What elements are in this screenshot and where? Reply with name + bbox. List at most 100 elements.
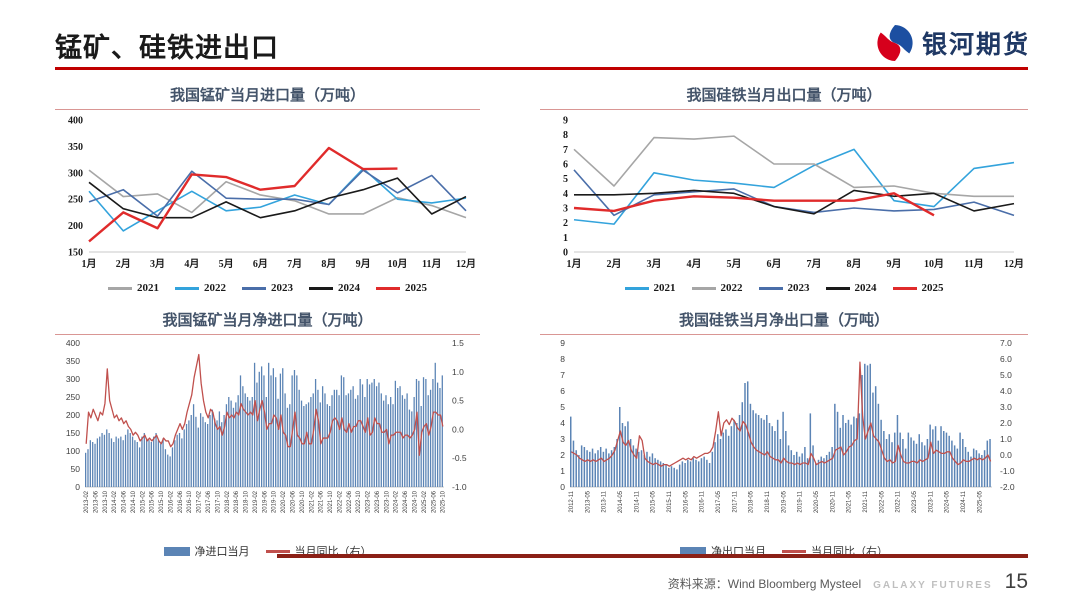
series-line-2022 <box>88 167 467 232</box>
series-line-2025 <box>88 146 398 243</box>
svg-text:2015-02: 2015-02 <box>140 490 146 513</box>
svg-text:2023-05: 2023-05 <box>912 490 918 513</box>
svg-text:2018-10: 2018-10 <box>244 490 250 513</box>
svg-text:50: 50 <box>71 464 81 474</box>
svg-text:2022-02: 2022-02 <box>337 490 343 513</box>
svg-text:300: 300 <box>68 168 83 179</box>
galaxy-logo-text: 银河期货 <box>921 31 1030 59</box>
footer: 资料来源：Wind Bloomberg Mysteel GALAXY FUTUR… <box>668 570 1028 594</box>
svg-text:8: 8 <box>560 354 565 364</box>
svg-text:2014-02: 2014-02 <box>112 490 118 513</box>
svg-text:0.0: 0.0 <box>452 424 464 434</box>
svg-text:2017-11: 2017-11 <box>732 490 738 512</box>
svg-text:2015-10: 2015-10 <box>159 490 165 513</box>
fesi-export-line-chart: 9 8 7 6 5 4 3 2 1 01月 2月 3月 4月 5月 6月 7月 8月 9月 10月 11月 12月 <box>563 116 1024 271</box>
svg-text:200: 200 <box>66 410 80 420</box>
svg-text:400: 400 <box>66 338 80 348</box>
svg-text:2018-11: 2018-11 <box>765 490 771 512</box>
svg-text:12月: 12月 <box>1004 258 1024 270</box>
footer-brand: GALAXY FUTURES <box>873 580 993 591</box>
legend-label: 2022 <box>720 282 743 294</box>
legend-item-2023: 2023 <box>758 282 810 294</box>
svg-text:8月: 8月 <box>847 258 862 270</box>
svg-text:2024-10: 2024-10 <box>412 490 418 513</box>
svg-text:2016-02: 2016-02 <box>168 490 174 513</box>
svg-text:2022-11: 2022-11 <box>896 490 902 512</box>
svg-text:400: 400 <box>68 116 83 127</box>
svg-text:12月: 12月 <box>456 258 476 270</box>
svg-text:350: 350 <box>66 356 80 366</box>
svg-text:2018-06: 2018-06 <box>234 490 240 513</box>
svg-text:2022-05: 2022-05 <box>879 490 885 513</box>
svg-text:2021-11: 2021-11 <box>863 490 869 512</box>
svg-text:2025-10: 2025-10 <box>441 490 447 513</box>
line-swatch-icon <box>309 286 333 290</box>
svg-text:2013-10: 2013-10 <box>103 490 109 513</box>
svg-text:2013-05: 2013-05 <box>585 490 591 513</box>
svg-text:2020-05: 2020-05 <box>814 490 820 513</box>
svg-text:11月: 11月 <box>964 258 983 270</box>
line-swatch-icon <box>376 286 400 290</box>
galaxy-logo-swirl-icon <box>876 24 914 62</box>
svg-text:2017-10: 2017-10 <box>215 490 221 513</box>
svg-text:350: 350 <box>68 142 83 153</box>
svg-text:0.5: 0.5 <box>452 396 464 406</box>
svg-text:1月: 1月 <box>82 258 97 270</box>
line-swatch-icon <box>624 286 649 290</box>
chart-panel-mn-import: 我国锰矿当月进口量（万吨） 400 350 300 250 200 150 1月 2月 3月 4月… <box>55 86 480 297</box>
svg-text:2021-05: 2021-05 <box>847 490 853 513</box>
fesi-export-legend: 2021 2022 2023 2024 2025 <box>540 279 1028 297</box>
legend-label: 2023 <box>787 282 810 294</box>
line-swatch-icon <box>691 286 716 290</box>
legend-label: 2024 <box>854 282 877 294</box>
svg-text:1: 1 <box>560 466 565 476</box>
chart-title-rule <box>55 334 480 335</box>
svg-text:6月: 6月 <box>253 258 268 270</box>
chart-title-mn-import: 我国锰矿当月进口量（万吨） <box>169 87 365 104</box>
chart-panel-fesi-export: 我国硅铁当月出口量（万吨） 9 8 7 6 5 4 3 2 1 0 1月 2月 3月 4月 5月 6月 7月 8月… <box>540 86 1028 297</box>
svg-text:2025-05: 2025-05 <box>977 490 983 513</box>
svg-text:2013-02: 2013-02 <box>84 490 90 513</box>
svg-text:2020-11: 2020-11 <box>830 490 836 512</box>
svg-text:6月: 6月 <box>767 258 782 270</box>
line-swatch-icon <box>782 549 806 553</box>
svg-text:2: 2 <box>560 450 565 460</box>
svg-text:2019-10: 2019-10 <box>272 490 278 513</box>
svg-text:2017-02: 2017-02 <box>197 490 203 513</box>
svg-text:2022-10: 2022-10 <box>356 490 362 513</box>
svg-text:2023-02: 2023-02 <box>366 490 372 513</box>
svg-text:9月: 9月 <box>356 258 371 270</box>
legend-item-2023: 2023 <box>242 282 293 294</box>
legend-item-2021: 2021 <box>108 282 159 294</box>
svg-text:2019-05: 2019-05 <box>781 490 787 513</box>
legend-label: 2022 <box>204 282 226 294</box>
page-number: 15 <box>1004 570 1028 593</box>
galaxy-futures-logo: 银河期货 <box>876 24 1030 62</box>
svg-text:2019-06: 2019-06 <box>262 490 268 513</box>
svg-text:2014-11: 2014-11 <box>634 490 640 512</box>
svg-text:2: 2 <box>563 218 568 229</box>
chart-title-rule <box>540 334 1028 335</box>
footer-rule <box>277 554 1028 558</box>
legend-label: 净进口当月 <box>194 546 250 558</box>
svg-text:2021-10: 2021-10 <box>328 490 334 513</box>
svg-text:10月: 10月 <box>387 258 407 270</box>
svg-text:2024-05: 2024-05 <box>945 490 951 513</box>
svg-text:4: 4 <box>560 418 565 428</box>
chart-title-fesi-net-export: 我国硅铁当月净出口量（万吨） <box>678 312 889 329</box>
svg-text:4.0: 4.0 <box>1000 386 1012 396</box>
svg-text:7: 7 <box>560 370 565 380</box>
svg-text:2021-06: 2021-06 <box>319 490 325 513</box>
svg-text:-0.5: -0.5 <box>452 453 467 463</box>
line-swatch-icon <box>242 286 266 290</box>
svg-text:150: 150 <box>66 428 80 438</box>
svg-text:2017-06: 2017-06 <box>206 490 212 513</box>
svg-text:2019-11: 2019-11 <box>798 490 804 512</box>
svg-text:2014-10: 2014-10 <box>131 490 137 513</box>
svg-text:-1.0: -1.0 <box>452 482 467 492</box>
svg-text:2025-02: 2025-02 <box>422 490 428 513</box>
svg-text:3月: 3月 <box>647 258 662 270</box>
svg-text:300: 300 <box>66 374 80 384</box>
svg-text:1.0: 1.0 <box>452 367 464 377</box>
svg-text:5月: 5月 <box>219 258 234 270</box>
